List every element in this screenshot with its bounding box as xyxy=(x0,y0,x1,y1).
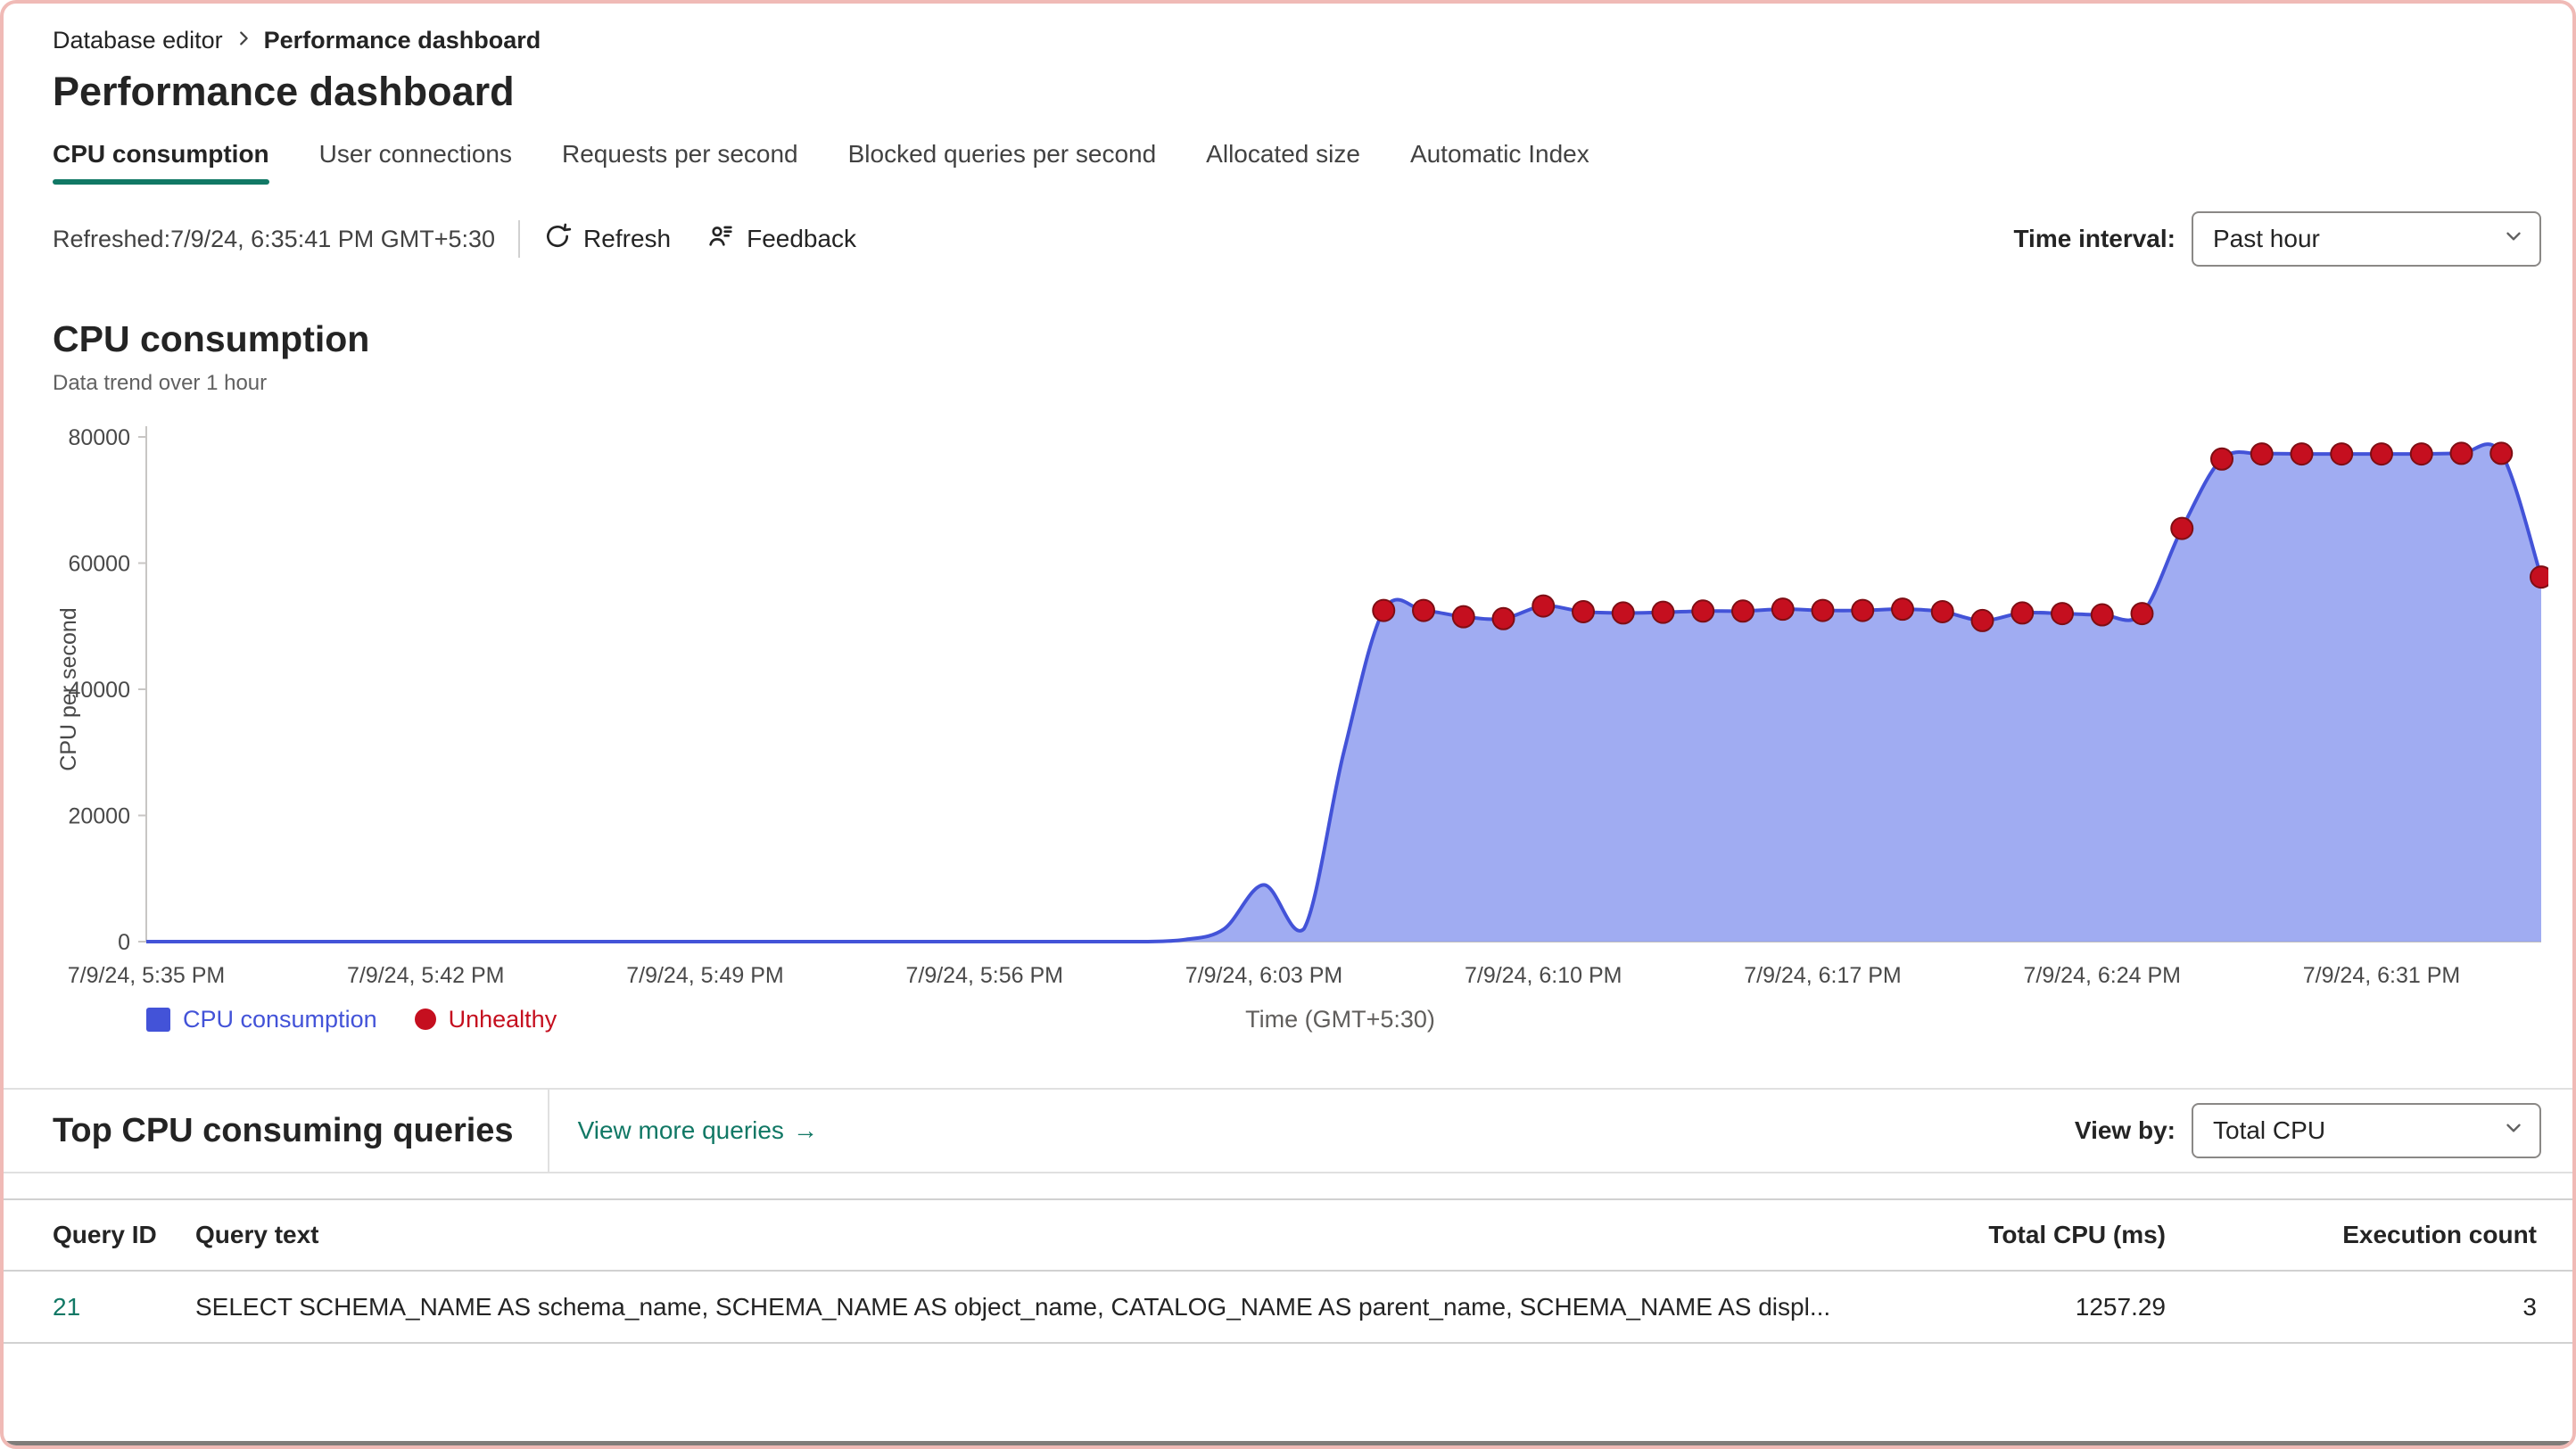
time-interval-dropdown[interactable]: Past hour xyxy=(2192,211,2541,267)
svg-text:20000: 20000 xyxy=(68,804,130,829)
arrow-right-icon: → xyxy=(792,1116,818,1144)
view-more-label: View more queries xyxy=(577,1116,784,1144)
tab-automatic-index[interactable]: Automatic Index xyxy=(1409,140,1589,168)
bottom-edge-divider xyxy=(4,1441,2572,1445)
svg-text:7/9/24, 6:24 PM: 7/9/24, 6:24 PM xyxy=(2023,963,2181,988)
breadcrumb: Database editor Performance dashboard xyxy=(4,4,2572,54)
chart-subtitle: Data trend over 1 hour xyxy=(53,371,268,395)
execution-count-cell: 3 xyxy=(2522,1292,2537,1321)
chevron-down-icon xyxy=(2502,225,2525,254)
col-execution-count[interactable]: Execution count xyxy=(2342,1221,2537,1248)
chevron-down-icon xyxy=(2502,1116,2525,1146)
svg-text:7/9/24, 6:10 PM: 7/9/24, 6:10 PM xyxy=(1465,963,1622,988)
chart-legend-row: Time (GMT+5:30) CPU consumption Unhealth… xyxy=(53,999,2541,1040)
tab-user-connections[interactable]: User connections xyxy=(318,140,513,168)
svg-text:7/9/24, 5:56 PM: 7/9/24, 5:56 PM xyxy=(905,963,1063,988)
legend-cpu-consumption[interactable]: CPU consumption xyxy=(146,1006,377,1033)
legend-unhealthy-label: Unhealthy xyxy=(448,1005,557,1033)
cpu-consumption-chart: 0 20000 40000 60000 80000 7/9/24, 5:35 PM 7/9/… xyxy=(56,425,2548,988)
toolbar: Refreshed:7/9/24, 6:35:41 PM GMT+5:30 Re… xyxy=(4,211,2572,267)
svg-text:0: 0 xyxy=(118,930,130,955)
area-swatch-icon xyxy=(146,1007,170,1032)
svg-text:7/9/24, 6:03 PM: 7/9/24, 6:03 PM xyxy=(1185,963,1343,988)
col-total-cpu[interactable]: Total CPU (ms) xyxy=(1988,1221,2166,1248)
svg-text:7/9/24, 6:17 PM: 7/9/24, 6:17 PM xyxy=(1744,963,1902,988)
table-row[interactable]: 21 SELECT SCHEMA_NAME AS schema_name, SC… xyxy=(4,1272,2572,1344)
svg-text:7/9/24, 5:35 PM: 7/9/24, 5:35 PM xyxy=(68,963,226,988)
feedback-button-label: Feedback xyxy=(747,225,857,252)
refresh-button[interactable]: Refresh xyxy=(543,222,671,257)
svg-text:80000: 80000 xyxy=(68,425,130,450)
view-by-dropdown[interactable]: Total CPU xyxy=(2192,1103,2541,1158)
breadcrumb-database-editor[interactable]: Database editor xyxy=(53,27,223,54)
svg-text:40000: 40000 xyxy=(68,678,130,703)
person-feedback-icon xyxy=(706,222,735,257)
refreshed-timestamp: Refreshed:7/9/24, 6:35:41 PM GMT+5:30 xyxy=(53,225,496,252)
total-cpu-cell: 1257.29 xyxy=(2075,1292,2166,1321)
chevron-right-icon xyxy=(234,27,253,54)
refresh-button-label: Refresh xyxy=(583,225,672,252)
view-by-value: Total CPU xyxy=(2213,1116,2326,1144)
chart-title: CPU consumption xyxy=(53,318,370,359)
queries-table-header: Query ID Query text Total CPU (ms) Execu… xyxy=(4,1198,2572,1272)
svg-text:7/9/24, 6:31 PM: 7/9/24, 6:31 PM xyxy=(2303,963,2461,988)
svg-text:60000: 60000 xyxy=(68,552,130,577)
refresh-icon xyxy=(543,222,572,257)
x-axis-title: Time (GMT+5:30) xyxy=(1245,1005,1435,1033)
page-title: Performance dashboard xyxy=(53,69,515,114)
view-more-queries-link[interactable]: View more queries → xyxy=(578,1116,818,1145)
col-query-text[interactable]: Query text xyxy=(195,1221,319,1248)
query-id-link[interactable]: 21 xyxy=(53,1292,81,1321)
col-query-id[interactable]: Query ID xyxy=(53,1221,157,1248)
tab-bar: CPU consumption User connections Request… xyxy=(4,115,2572,185)
time-interval-label: Time interval: xyxy=(2013,225,2176,252)
legend-cpu-label: CPU consumption xyxy=(183,1005,377,1033)
legend-unhealthy[interactable]: Unhealthy xyxy=(414,1005,557,1033)
view-by-label: View by: xyxy=(2074,1116,2176,1144)
feedback-button[interactable]: Feedback xyxy=(706,222,856,257)
breadcrumb-performance-dashboard[interactable]: Performance dashboard xyxy=(263,27,541,54)
chart-legend: CPU consumption Unhealthy xyxy=(146,1006,557,1033)
toolbar-divider xyxy=(518,220,521,258)
svg-text:CPU per second: CPU per second xyxy=(56,607,81,770)
top-queries-header: Top CPU consuming queries View more quer… xyxy=(4,1088,2572,1173)
unhealthy-dot-icon xyxy=(414,1009,436,1030)
tab-cpu-consumption[interactable]: CPU consumption xyxy=(53,140,269,185)
top-queries-title: Top CPU consuming queries xyxy=(53,1111,514,1149)
svg-text:7/9/24, 5:49 PM: 7/9/24, 5:49 PM xyxy=(626,963,784,988)
svg-text:7/9/24, 5:42 PM: 7/9/24, 5:42 PM xyxy=(347,963,505,988)
header-divider xyxy=(547,1090,549,1172)
tab-blocked-queries-per-second[interactable]: Blocked queries per second xyxy=(847,140,1157,168)
query-text-cell: SELECT SCHEMA_NAME AS schema_name, SCHEM… xyxy=(195,1292,1831,1321)
time-interval-value: Past hour xyxy=(2213,225,2320,252)
tab-allocated-size[interactable]: Allocated size xyxy=(1206,140,1360,168)
tab-requests-per-second[interactable]: Requests per second xyxy=(562,140,798,168)
